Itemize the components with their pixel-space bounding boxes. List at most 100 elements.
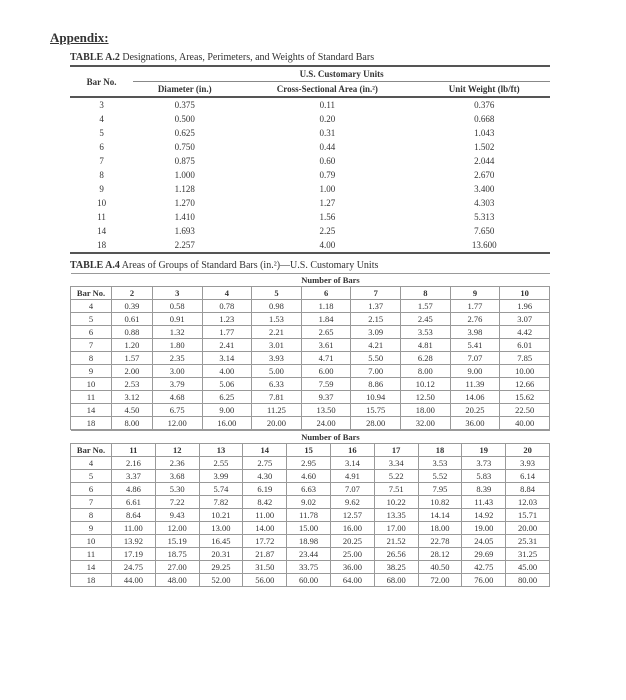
table-cell: 1.77 [202,326,252,339]
table-cell: 4.71 [301,352,351,365]
barno-cell: 7 [71,496,112,509]
table-cell: 15.71 [506,509,550,522]
table-cell: 10.00 [500,365,550,378]
table-cell: 3.53 [401,326,451,339]
table-cell: 0.376 [418,97,550,112]
table-cell: 2.670 [418,168,550,182]
col-count: 10 [500,287,550,300]
table-cell: 52.00 [199,574,243,587]
table-cell: 18.98 [287,535,331,548]
table-cell: 6.00 [301,365,351,378]
nob-header-1: Number of Bars [112,274,550,287]
table-cell: 2.257 [133,238,236,253]
table-cell: 3.14 [330,457,374,470]
table-cell: 3.07 [500,313,550,326]
table-cell: 36.00 [330,561,374,574]
table-cell: 2.53 [112,378,153,391]
table-cell: 3.68 [155,470,199,483]
table-cell: 7.51 [374,483,418,496]
table-cell: 0.61 [112,313,153,326]
table-cell: 4.00 [202,365,252,378]
table-row: 188.0012.0016.0020.0024.0028.0032.0036.0… [71,417,550,430]
col-count: 20 [506,444,550,457]
table-cell: 11.00 [243,509,287,522]
table-cell: 68.00 [374,574,418,587]
table-cell: 45.00 [506,561,550,574]
barno-cell: 5 [71,313,112,326]
table-cell: 3.12 [112,391,153,404]
table-cell: 8.84 [506,483,550,496]
table-cell: 1.57 [401,300,451,313]
table-cell: 8.39 [462,483,506,496]
barno-cell: 4 [71,300,112,313]
table-cell: 28.00 [351,417,401,430]
table-cell: 1.693 [133,224,236,238]
table-cell: 13.35 [374,509,418,522]
table-cell: 3.61 [301,339,351,352]
table-row: 42.162.362.552.752.953.143.343.533.733.9… [71,457,550,470]
table-cell: 6.19 [243,483,287,496]
table-cell: 80.00 [506,574,550,587]
table-cell: 8.00 [112,417,153,430]
table-cell: 1.84 [301,313,351,326]
table-cell: 29.69 [462,548,506,561]
table-cell: 6.75 [152,404,202,417]
table-cell: 5.52 [418,470,462,483]
table-a4-caption: Areas of Groups of Standard Bars (in.²)—… [122,260,379,271]
table-row: 40.390.580.780.981.181.371.571.771.96 [71,300,550,313]
table-cell: 0.500 [133,112,236,126]
col-count: 11 [112,444,156,457]
table-cell: 3.93 [506,457,550,470]
table-cell: 15.75 [351,404,401,417]
table-cell: 10.22 [374,496,418,509]
table-cell: 11.43 [462,496,506,509]
table-cell: 2.25 [236,224,418,238]
table-cell: 5.30 [155,483,199,496]
barno-cell: 6 [71,326,112,339]
col-count: 2 [112,287,153,300]
table-a2-caption: Designations, Areas, Perimeters, and Wei… [122,52,374,63]
table-cell: 64.00 [330,574,374,587]
table-row: 76.617.227.828.429.029.6210.2210.8211.43… [71,496,550,509]
table-cell: 7.82 [199,496,243,509]
table-cell: 5.83 [462,470,506,483]
table-cell: 1.23 [202,313,252,326]
table-cell: 44.00 [112,574,156,587]
table-cell: 20.31 [199,548,243,561]
table-cell: 2.044 [418,154,550,168]
table-cell: 21.87 [243,548,287,561]
table-cell: 24.75 [112,561,156,574]
table-cell: 3.79 [152,378,202,391]
col-diameter: Diameter (in.) [133,82,236,98]
table-a2-label: TABLE A.2 [70,52,120,63]
table-cell: 2.75 [243,457,287,470]
table-cell: 13.50 [301,404,351,417]
table-cell: 24.05 [462,535,506,548]
table-row: 70.8750.602.044 [70,154,550,168]
table-cell: 1.32 [152,326,202,339]
table-cell: 5.313 [418,210,550,224]
table-row: 81.572.353.143.934.715.506.287.077.85 [71,352,550,365]
col-bar-no: Bar No. [71,444,112,457]
table-cell: 18 [70,238,133,253]
barno-cell: 4 [71,457,112,470]
barno-cell: 14 [71,404,112,417]
table-cell: 6 [70,140,133,154]
table-cell: 0.375 [133,97,236,112]
col-count: 6 [301,287,351,300]
col-count: 5 [252,287,302,300]
table-cell: 9.62 [330,496,374,509]
table-cell: 2.15 [351,313,401,326]
barno-cell: 11 [71,391,112,404]
table-cell: 1.27 [236,196,418,210]
table-cell: 7.07 [450,352,500,365]
table-cell: 5.00 [252,365,302,378]
table-cell: 7.00 [351,365,401,378]
table-cell: 1.37 [351,300,401,313]
table-cell: 2.36 [155,457,199,470]
table-cell: 6.33 [252,378,302,391]
table-cell: 1.00 [236,182,418,196]
table-cell: 33.75 [287,561,331,574]
table-row: 111.4101.565.313 [70,210,550,224]
table-cell: 1.410 [133,210,236,224]
